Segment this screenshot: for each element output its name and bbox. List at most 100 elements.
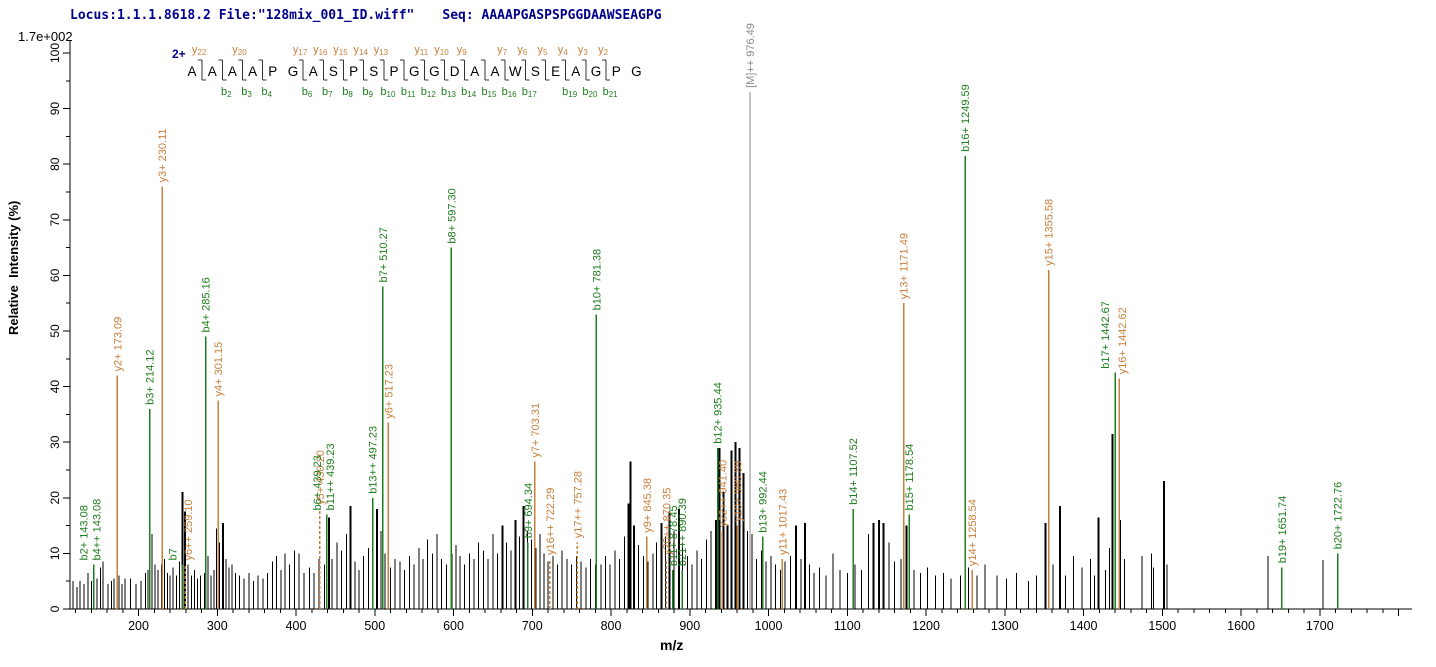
b-ion-label: b13++ 497.23 xyxy=(368,426,380,494)
overlay-ion-label: y3 xyxy=(578,44,589,57)
overlay-ion-label: b9 xyxy=(362,86,373,99)
b-ion-label: b7+ 510.27 xyxy=(378,227,390,282)
header: Locus:1.1.1.8618.2 File:"128mix_001_ID.w… xyxy=(70,8,662,23)
x-axis-ticks: 200 300 400 500 600 700 800 900 1000 1100 1200 1300… xyxy=(75,609,1400,633)
overlay-ion-label: b19 xyxy=(562,86,578,99)
x-tick-label: 1200 xyxy=(912,619,940,633)
b-ion-label: b14+ 1107.52 xyxy=(848,438,860,505)
b-ion-label: b10+ 781.38 xyxy=(591,249,603,310)
seq-prefix: Seq: xyxy=(442,8,474,23)
y-tick-label: 80 xyxy=(48,157,62,171)
residue-letter: P xyxy=(389,64,398,79)
residue-letter: S xyxy=(369,64,378,79)
b-ion-label: b17+ 1442.67 xyxy=(1100,301,1112,369)
x-tick-label: 900 xyxy=(679,619,700,633)
b-ion-label: b4+ 285.16 xyxy=(201,277,213,332)
residue-letter: A xyxy=(228,64,237,79)
y-tick-label: 60 xyxy=(48,268,62,282)
x-tick-label: 500 xyxy=(364,619,385,633)
b-ion-label: b13+ 992.44 xyxy=(758,471,770,532)
x-tick-label: 300 xyxy=(207,619,228,633)
residue-letter: D xyxy=(450,64,460,79)
residue-letter: A xyxy=(208,64,217,79)
seq-string: AAAAPGASPSPGGDAAWSEAGPG xyxy=(481,8,662,23)
b-ion-label: b21++ 890.39 xyxy=(677,498,689,566)
x-tick-label: 800 xyxy=(601,619,622,633)
b-ion-label: b11+ 878.45 xyxy=(668,505,680,566)
residue-letter: G xyxy=(409,64,420,79)
x-tick-label: 1600 xyxy=(1227,619,1255,633)
residue-letter: A xyxy=(309,64,318,79)
x-tick-label: 1000 xyxy=(755,619,783,633)
overlay-ion-label: b13 xyxy=(441,86,457,99)
annotated-peaks: b2+ 143.08 b4++ 143.08 y2+ 173.09 b3+ 214.1… xyxy=(79,84,1345,609)
y-tick-label: 40 xyxy=(48,380,62,394)
overlay-ion-label: y2 xyxy=(598,44,609,57)
overlay-ion-label: y17 xyxy=(293,44,308,57)
overlay-ion-label: b15 xyxy=(481,86,497,99)
overlay-ion-label: y4 xyxy=(558,44,569,57)
overlay-ion-label: b20 xyxy=(582,86,598,99)
y-ion-label: y22++ 941.40 xyxy=(717,460,729,527)
y-ion-label: y6+ 517.23 xyxy=(383,364,395,419)
y-tick-label: 50 xyxy=(48,324,62,338)
y-ion-label: y11+ 1017.43 xyxy=(777,489,789,555)
overlay-ion-label: y11 xyxy=(414,44,428,57)
overlay-ion-label: b10 xyxy=(380,86,396,99)
residue-letter: A xyxy=(571,64,580,79)
overlay-ion-label: y5 xyxy=(538,44,549,57)
precursor-label: [M]++ 976.49 xyxy=(745,23,757,88)
precursor-marker: [M]++ 976.49 xyxy=(745,23,757,609)
b-ion-label: b11++ 439.23 xyxy=(325,443,337,510)
overlay-ion-label: y22 xyxy=(192,44,207,57)
overlay-ion-label: b8 xyxy=(342,86,353,99)
x-axis-title: m/z xyxy=(660,637,684,653)
y-tick-label: 100 xyxy=(48,43,62,63)
axes xyxy=(69,40,1412,610)
overlay-ion-label: y9 xyxy=(457,44,468,57)
overlay-ion-label: y6 xyxy=(517,44,528,57)
overlay-ion-label: b11 xyxy=(401,86,416,99)
x-tick-label: 200 xyxy=(128,619,149,633)
y-ion-label: y16++ 722.29 xyxy=(545,488,557,555)
background-peaks xyxy=(72,433,1324,609)
overlay-ion-label: b2 xyxy=(221,86,232,99)
residue-letter: W xyxy=(509,64,522,79)
residue-letter: G xyxy=(631,64,642,79)
y-ion-label: y7+ 703.31 xyxy=(530,403,542,458)
x-tick-label: 1700 xyxy=(1306,619,1334,633)
y-ion-label: y9+ 845.38 xyxy=(642,478,654,533)
y-ion-label: y14+ 1258.54 xyxy=(967,499,979,566)
residue-letter: S xyxy=(329,64,338,79)
y-ion-label: y3+ 230.11 xyxy=(157,129,169,183)
y-axis-ticks: 0 10 20 30 40 50 60 70 80 90 100 xyxy=(48,43,70,612)
x-tick-label: 700 xyxy=(522,619,543,633)
y-ion-label: y10+ 960.39 xyxy=(732,461,744,522)
overlay-ion-label: b3 xyxy=(241,86,252,99)
y-ion-label: y5+ 430.20 xyxy=(315,450,327,505)
x-tick-label: 400 xyxy=(286,619,307,633)
b-ion-label: b15+ 1178.54 xyxy=(904,444,916,511)
overlay-ion-label: b7 xyxy=(322,86,333,99)
overlay-ion-label: y16 xyxy=(313,44,328,57)
overlay-ion-label: b6 xyxy=(302,86,313,99)
b-ion-label: b8+ 597.30 xyxy=(446,188,458,243)
y-ion-label: y20++ 870.35 xyxy=(661,488,673,555)
y-ion-label: y13+ 1171.49 xyxy=(899,233,911,299)
residue-letter: P xyxy=(349,64,358,79)
charge-label: 2+ xyxy=(172,47,186,61)
x-tick-label: 1300 xyxy=(991,619,1019,633)
residue-letter: P xyxy=(268,64,277,79)
b-ion-label: b9+ 694.34 xyxy=(523,483,535,538)
overlay-ion-label: b12 xyxy=(421,86,437,99)
overlay-ion-label: y15 xyxy=(333,44,348,57)
y-tick-label: 10 xyxy=(48,546,62,560)
b-ion-label: b2+ 143.08 xyxy=(79,505,91,560)
b-ion-label: b20+ 1722.76 xyxy=(1333,482,1345,550)
b-ion-label: b3+ 214.12 xyxy=(145,349,157,404)
residue-letter: G xyxy=(429,64,440,79)
residue-letter: E xyxy=(551,64,560,79)
residue-letter: A xyxy=(187,64,196,79)
